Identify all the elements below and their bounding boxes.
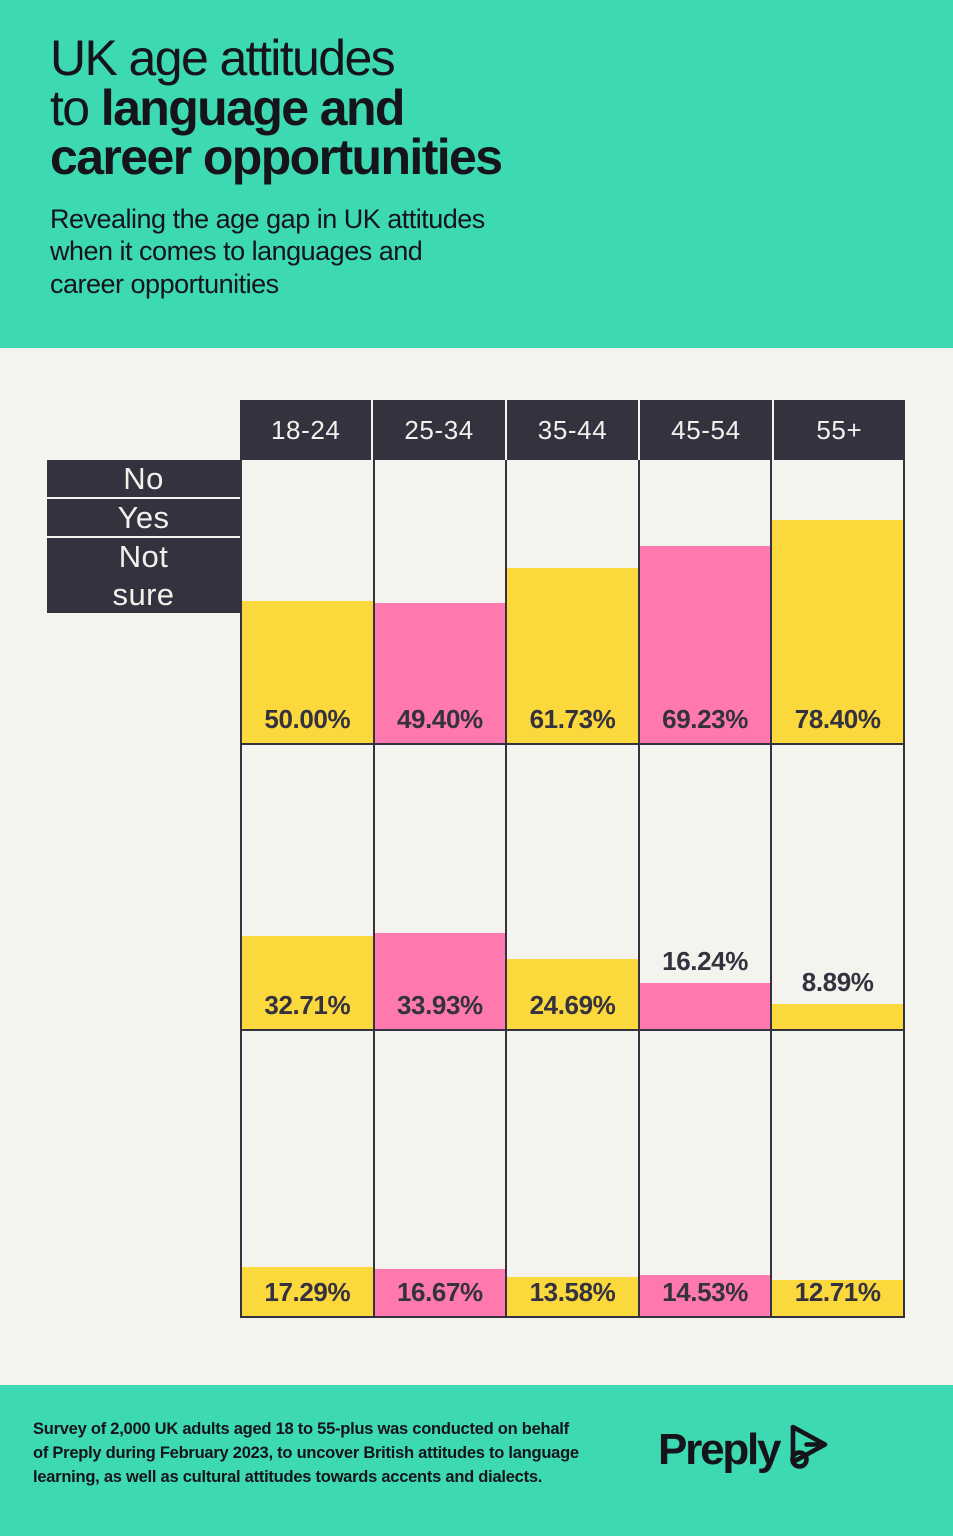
survey-footnote: Survey of 2,000 UK adults aged 18 to 55-… (33, 1418, 658, 1490)
bar-yellow (772, 1279, 903, 1316)
bar-value-label: 12.71% (794, 1276, 881, 1307)
column-header-25-34: 25-34 (373, 400, 507, 460)
bar-value-label: 16.67% (396, 1276, 483, 1307)
bar-value-label: 8.89% (801, 966, 874, 997)
bar-yellow (242, 601, 373, 744)
row-label-column: No Yes Not sure (47, 460, 240, 1318)
bar-cell-yes-35-44: 24.69% (507, 745, 638, 1031)
bar-cell-no-35-44: 61.73% (507, 460, 638, 746)
header-band: UK age attitudes to language and career … (0, 0, 953, 348)
preply-speech-bubble-icon (787, 1424, 829, 1475)
footnote-line-3: learning, as well as cultural attitudes … (33, 1467, 543, 1486)
bar-cell-yes-18-24: 32.71% (242, 745, 373, 1031)
data-column-55plus: 78.40% 8.89% 12.71% (772, 460, 903, 1316)
title-line-3: career opportunities (50, 129, 503, 185)
title-line-2-bold: language and (100, 79, 406, 136)
bar-pink (639, 546, 771, 744)
row-label-yes: Yes (47, 499, 240, 539)
bar-pink (639, 982, 771, 1029)
bar-value-label: 69.23% (662, 704, 748, 735)
bar-value-label: 17.29% (264, 1276, 351, 1307)
column-header-row: 18-24 25-34 35-44 45-54 55+ (240, 400, 906, 460)
bar-value-label: 13.58% (529, 1276, 616, 1307)
brand-wordmark: Preply (658, 1424, 782, 1474)
bar-chart-table: 18-24 25-34 35-44 45-54 55+ No Yes Not su… (47, 400, 906, 1318)
bar-cell-no-55plus: 78.40% (772, 460, 903, 746)
bar-yellow (242, 935, 373, 1029)
bar-yellow (507, 568, 638, 744)
bar-pink (374, 603, 506, 744)
bar-value-label: 16.24% (662, 945, 748, 976)
bar-cell-no-25-34: 49.40% (374, 460, 506, 746)
bar-yellow (772, 520, 903, 744)
bar-cell-not-sure-18-24: 17.29% (242, 1030, 373, 1316)
data-column-25-34: 49.40% 33.93% 16.67% (374, 460, 508, 1316)
bar-value-label: 49.40% (396, 704, 483, 735)
bar-value-label: 14.53% (662, 1276, 748, 1307)
data-columns: 50.00% 32.71% 17.29% 49.40% 33.93% 16.67% 61… (240, 460, 905, 1318)
row-label-not-sure-text: Not sure (112, 539, 175, 612)
data-column-18-24: 50.00% 32.71% 17.29% (242, 460, 375, 1316)
column-header-55plus: 55+ (773, 400, 906, 460)
bar-cell-not-sure-35-44: 13.58% (507, 1030, 638, 1316)
bar-cell-no-45-54: 69.23% (639, 460, 771, 746)
page-subtitle: Revealing the age gap in UK attitudes wh… (50, 203, 903, 302)
bar-yellow (242, 1266, 373, 1316)
data-column-35-44: 61.73% 24.69% 13.58% (507, 460, 640, 1316)
bar-value-label: 24.69% (529, 989, 616, 1020)
row-label-no: No (47, 460, 240, 500)
footnote-line-1: Survey of 2,000 UK adults aged 18 to 55-… (33, 1420, 569, 1438)
brand-logo[interactable]: Preply (658, 1424, 829, 1475)
bar-cell-not-sure-55plus: 12.71% (772, 1030, 903, 1316)
bar-cell-not-sure-45-54: 14.53% (639, 1030, 771, 1316)
bar-cell-no-18-24: 50.00% (242, 460, 373, 746)
bar-value-label: 33.93% (396, 989, 483, 1020)
title-line-2: to language and (50, 83, 903, 134)
bar-value-label: 78.40% (794, 704, 881, 735)
title-line-2-prefix: to (50, 79, 101, 136)
subtitle-line-1: Revealing the age gap in UK attitudes (50, 203, 485, 234)
bar-pink (374, 932, 506, 1029)
bar-value-label: 61.73% (529, 704, 616, 735)
row-label-not-sure: Not sure (47, 538, 240, 613)
bar-pink (639, 1274, 771, 1316)
bar-yellow (772, 1003, 903, 1029)
chart-body: No Yes Not sure 50.00% 32.71% 17.29% 49.40%… (47, 460, 905, 1318)
page-title: UK age attitudes to language and career … (50, 30, 903, 185)
footnote-line-2: of Preply during February 2023, to uncov… (33, 1443, 579, 1462)
column-header-18-24: 18-24 (240, 400, 374, 460)
subtitle-line-2: when it comes to languages and (50, 236, 423, 267)
bar-yellow (507, 958, 638, 1029)
bar-value-label: 50.00% (264, 704, 351, 735)
title-line-1: UK age attitudes (50, 30, 396, 86)
bar-cell-yes-25-34: 33.93% (374, 745, 506, 1031)
bar-cell-not-sure-25-34: 16.67% (374, 1030, 506, 1316)
subtitle-line-3: career opportunities (50, 269, 279, 300)
bar-value-label: 32.71% (264, 989, 351, 1020)
column-header-35-44: 35-44 (506, 400, 641, 460)
footer-band: Survey of 2,000 UK adults aged 18 to 55-… (0, 1385, 953, 1536)
column-header-45-54: 45-54 (640, 400, 774, 460)
data-column-45-54: 69.23% 16.24% 14.53% (639, 460, 773, 1316)
bar-cell-yes-55plus: 8.89% (772, 745, 903, 1031)
bar-pink (374, 1268, 506, 1316)
bar-yellow (507, 1276, 638, 1316)
bar-cell-yes-45-54: 16.24% (639, 745, 771, 1031)
